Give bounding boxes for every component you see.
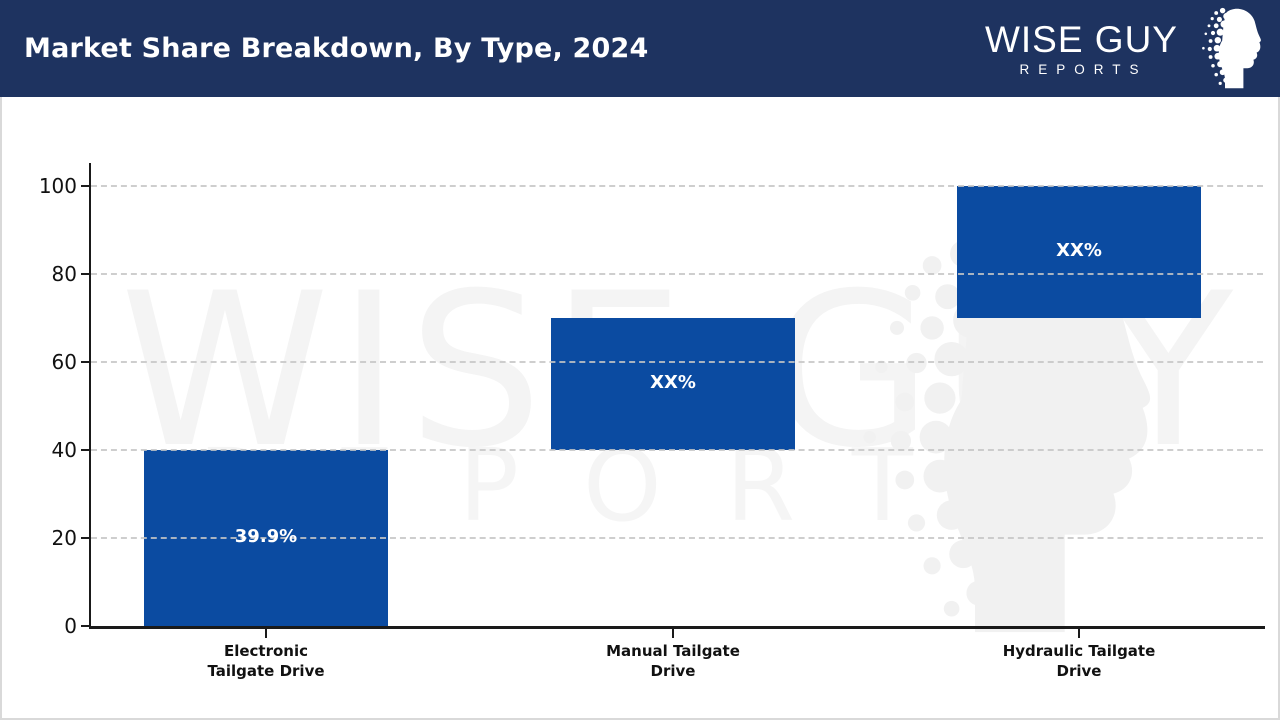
brand-name: WISE GUY <box>984 18 1178 60</box>
x-category-label: Manual Tailgate Drive <box>606 642 740 680</box>
plot: 0 20 40 60 80 100 39.9% Electronic Tailgate Dri… <box>2 97 1278 718</box>
header-bar: Market Share Breakdown, By Type, 2024 WI… <box>0 0 1280 97</box>
y-tick-label: 80 <box>51 262 77 286</box>
bar-value-label: 39.9% <box>234 526 298 548</box>
chart-title: Market Share Breakdown, By Type, 2024 <box>24 33 649 64</box>
x-axis-line <box>89 626 1265 629</box>
gridline-20 <box>91 537 1263 539</box>
y-tick-mark <box>81 273 89 275</box>
x-category-label: Hydraulic Tailgate Drive <box>1002 642 1156 680</box>
x-category-label: Electronic Tailgate Drive <box>207 642 325 680</box>
x-tick-mark <box>1078 629 1080 638</box>
y-tick-mark <box>81 361 89 363</box>
y-tick-mark <box>81 625 89 627</box>
y-tick-label: 0 <box>64 614 77 638</box>
bar-value-label: XX% <box>1056 240 1102 261</box>
y-tick-label: 100 <box>38 174 77 198</box>
y-tick-label: 60 <box>51 350 77 374</box>
bar-2 <box>551 318 795 450</box>
gridline-40 <box>91 449 1263 451</box>
brand-subtitle: REPORTS <box>1019 61 1148 77</box>
y-tick-label: 20 <box>51 526 77 550</box>
brand-logo-text: WISE GUY REPORTS <box>985 21 1178 77</box>
bar-3 <box>957 186 1201 318</box>
y-tick-mark <box>81 449 89 451</box>
brand-logo: WISE GUY REPORTS <box>985 5 1266 93</box>
brand-head-icon <box>1184 5 1266 93</box>
gridline-80 <box>91 273 1263 275</box>
y-tick-mark <box>81 185 89 187</box>
y-tick-mark <box>81 537 89 539</box>
x-tick-mark <box>672 629 674 638</box>
chart-area: WISE GUY REPORTS 02040608010039.9%Electr… <box>2 97 1278 718</box>
gridline-100 <box>91 185 1263 187</box>
y-tick-label: 40 <box>51 438 77 462</box>
bar-value-label: XX% <box>650 372 696 393</box>
y-axis-line <box>89 163 91 629</box>
gridline-60 <box>91 361 1263 363</box>
x-tick-mark <box>265 629 267 638</box>
